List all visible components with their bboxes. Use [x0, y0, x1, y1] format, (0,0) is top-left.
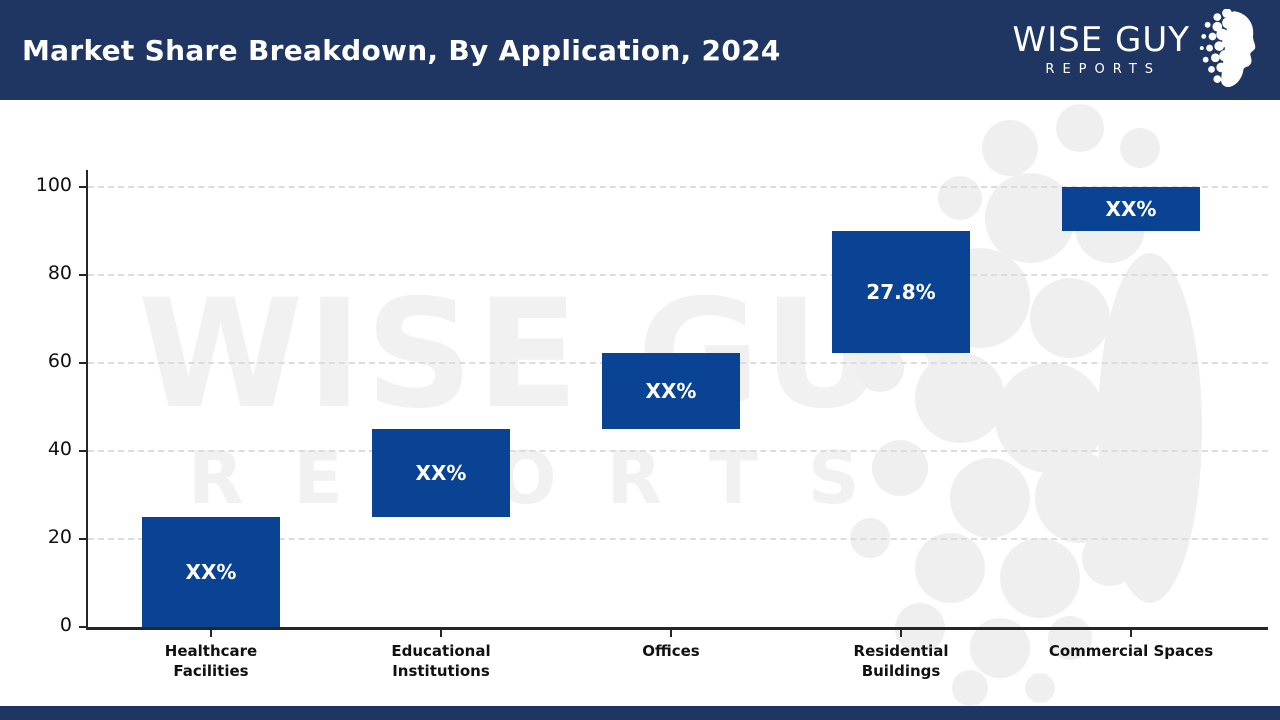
y-tick-label: 100 [35, 174, 72, 196]
x-category-label: Offices [642, 642, 700, 660]
y-tick-label: 20 [47, 526, 72, 548]
bar-value-label: XX% [645, 379, 697, 404]
x-category-label: Commercial Spaces [1048, 642, 1214, 660]
x-category-label: Residential Buildings [853, 642, 949, 681]
gridline [88, 538, 1268, 540]
page-title: Market Share Breakdown, By Application, … [22, 33, 781, 67]
y-tick-label: 40 [47, 438, 72, 460]
bar-value-label: XX% [415, 461, 467, 485]
bar-value-label: 27.8% [866, 280, 936, 305]
x-tick-mark [670, 630, 672, 637]
header-bar: Market Share Breakdown, By Application, … [0, 0, 1280, 100]
brand-name: WISE GUY [1012, 20, 1190, 60]
gridline [88, 274, 1268, 276]
x-tick-mark [210, 630, 212, 637]
bar-value-label: XX% [1105, 197, 1157, 221]
y-tick-mark [79, 538, 87, 540]
y-tick-mark [79, 274, 87, 276]
y-tick-mark [79, 362, 87, 364]
x-tick-mark [440, 630, 442, 637]
brand-logo: WISE GUY REPORTS [1012, 9, 1258, 91]
watermark-head-icon [850, 104, 1202, 706]
x-tick-mark [900, 630, 902, 637]
brand-head-icon [1199, 9, 1256, 87]
y-tick-mark [79, 450, 87, 452]
bar-offices: XX% [602, 353, 740, 429]
brand-logo-text: WISE GUY REPORTS [1012, 23, 1190, 77]
gridline [88, 450, 1268, 452]
bar-healthcare-facilities: XX% [142, 517, 280, 627]
y-axis-line [86, 170, 88, 630]
bar-residential-buildings: 27.8% [832, 231, 970, 354]
bar-value-label: XX% [185, 560, 237, 584]
y-tick-label: 0 [59, 614, 72, 636]
y-tick-label: 80 [47, 262, 72, 284]
y-tick-label: 60 [47, 350, 72, 372]
y-tick-mark [79, 626, 87, 628]
footer-bar [0, 706, 1280, 720]
x-category-label: Healthcare Facilities [164, 642, 258, 681]
bar-educational-institutions: XX% [372, 429, 510, 517]
gridline [88, 186, 1268, 188]
brand-subtitle: REPORTS [1045, 62, 1162, 77]
y-tick-mark [79, 186, 87, 188]
x-axis-line [86, 627, 1268, 630]
bar-commercial-spaces: XX% [1062, 187, 1200, 231]
x-category-label: Educational Institutions [391, 642, 491, 681]
x-tick-mark [1130, 630, 1132, 637]
